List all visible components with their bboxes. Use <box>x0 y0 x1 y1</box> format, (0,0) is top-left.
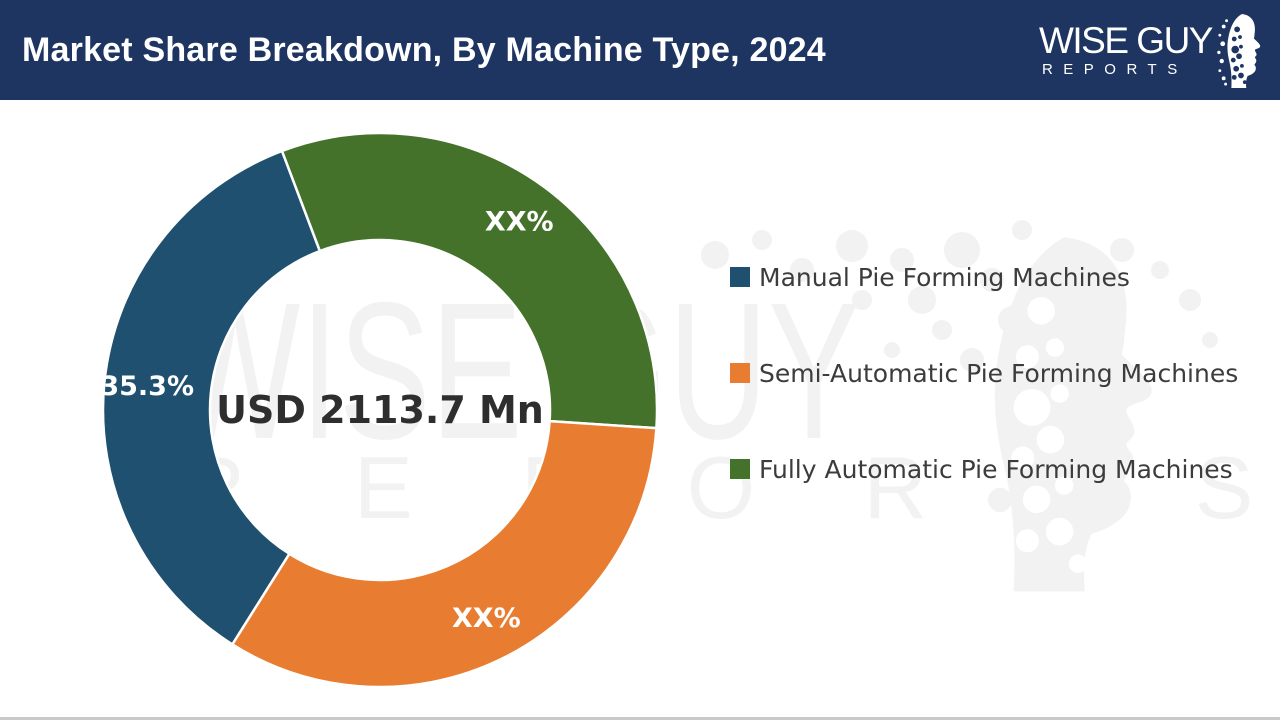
legend-swatch <box>730 459 750 479</box>
legend-label: Semi-Automatic Pie Forming Machines <box>759 358 1239 388</box>
legend-swatch <box>730 363 750 383</box>
page-title: Market Share Breakdown, By Machine Type,… <box>22 30 826 69</box>
legend-item-semi-automatic-pie-forming-machines: Semi-Automatic Pie Forming Machines <box>730 358 1238 388</box>
pie-segment-fully-automatic-pie-forming-machines <box>280 131 659 430</box>
pie-segment-manual-pie-forming-machines <box>101 149 322 646</box>
legend-swatch <box>730 267 750 287</box>
segment-label-manual-pie-forming-machines: 35.3% <box>100 371 194 402</box>
logo-brand-subtitle: REPORTS <box>1041 61 1188 78</box>
wiseguy-logo: WISE GUY REPORTS <box>1039 12 1264 89</box>
center-value-label: USD 2113.7 Mn <box>216 388 544 432</box>
pie-segment-semi-automatic-pie-forming-machines <box>231 419 658 689</box>
legend-item-manual-pie-forming-machines: Manual Pie Forming Machines <box>730 262 1238 292</box>
logo-text: WISE GUY REPORTS <box>1038 20 1214 78</box>
legend-item-fully-automatic-pie-forming-machines: Fully Automatic Pie Forming Machines <box>730 454 1238 484</box>
segment-label-fully-automatic-pie-forming-machines: XX% <box>485 206 554 237</box>
watermark-face-icon <box>994 237 1152 592</box>
logo-brand-name: WISE GUY <box>1038 20 1214 61</box>
face-profile-icon <box>1217 13 1261 88</box>
donut-chart: USD 2113.7 Mn 35.3% XX% XX% <box>100 131 659 689</box>
footer-bar <box>0 717 1280 720</box>
legend-label: Manual Pie Forming Machines <box>759 262 1130 292</box>
legend-label: Fully Automatic Pie Forming Machines <box>759 454 1233 484</box>
segment-label-semi-automatic-pie-forming-machines: XX% <box>452 603 521 634</box>
legend: Manual Pie Forming Machines Semi-Automati… <box>730 262 1238 484</box>
header: Market Share Breakdown, By Machine Type,… <box>0 0 1280 100</box>
